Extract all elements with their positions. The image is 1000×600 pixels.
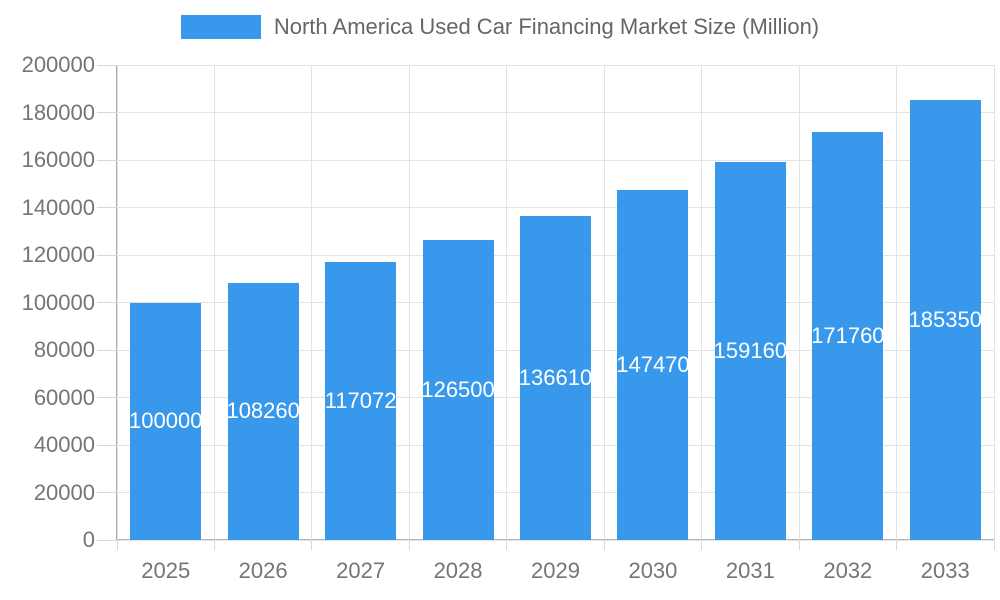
x-tick-mark xyxy=(408,540,410,550)
bar-value-label: 136610 xyxy=(520,364,591,390)
y-tick-mark xyxy=(97,254,117,256)
v-gridline xyxy=(896,65,898,540)
y-tick-label-20000: 20000 xyxy=(33,479,95,505)
x-tick-label-2027: 2027 xyxy=(336,558,386,583)
plot-area: 100000 108260 117072 126500 136610 147470 1591… xyxy=(97,64,995,550)
bar-2029[interactable]: 136610 xyxy=(520,215,591,540)
v-gridline xyxy=(311,65,313,540)
x-tick-label-2030: 2030 xyxy=(628,558,678,583)
v-gridline xyxy=(798,65,800,540)
bar-value-label: 171760 xyxy=(812,323,884,349)
legend[interactable]: North America Used Car Financing Market … xyxy=(0,14,1000,40)
x-tick-label-2031: 2031 xyxy=(725,558,775,583)
bar-value-label: 100000 xyxy=(130,408,202,434)
legend-swatch-icon xyxy=(180,15,261,39)
h-gridline xyxy=(117,539,994,541)
y-tick-mark xyxy=(97,207,117,208)
y-tick-label-80000: 80000 xyxy=(33,337,95,362)
y-tick-mark xyxy=(97,159,117,161)
y-tick-label-140000: 140000 xyxy=(21,194,95,220)
y-tick-mark xyxy=(97,349,117,351)
x-tick-mark xyxy=(506,540,508,550)
x-tick-mark xyxy=(896,540,898,550)
bar-value-label: 185350 xyxy=(909,306,981,332)
bar-2028[interactable]: 126500 xyxy=(422,239,494,540)
x-tick-mark xyxy=(993,540,995,550)
y-tick-label-40000: 40000 xyxy=(33,432,95,457)
y-tick-mark xyxy=(97,397,117,398)
bar-value-label: 117072 xyxy=(325,387,397,413)
y-tick-mark xyxy=(97,302,117,303)
y-tick-label-200000: 200000 xyxy=(21,52,95,77)
v-gridline xyxy=(701,65,703,540)
bar-2032[interactable]: 171760 xyxy=(812,132,884,540)
x-tick-label-2028: 2028 xyxy=(433,558,483,583)
y-tick-label-0: 0 xyxy=(82,527,95,552)
legend-label: North America Used Car Financing Market … xyxy=(273,14,820,39)
bar-2025[interactable]: 100000 xyxy=(130,302,202,540)
y-tick-mark xyxy=(97,492,117,493)
x-tick-mark xyxy=(311,540,313,550)
h-gridline xyxy=(117,207,994,208)
y-tick-mark xyxy=(97,444,117,446)
y-tick-mark xyxy=(97,539,117,541)
bar-value-label: 147470 xyxy=(617,351,689,377)
h-gridline xyxy=(117,112,994,113)
v-gridline xyxy=(213,65,215,540)
h-gridline xyxy=(117,159,994,161)
bar-2026[interactable]: 108260 xyxy=(227,282,299,540)
bar-value-label: 159160 xyxy=(714,338,786,363)
y-tick-mark xyxy=(97,112,117,113)
x-tick-label-2026: 2026 xyxy=(238,558,288,583)
bar-value-label: 108260 xyxy=(227,398,299,424)
bar-2030[interactable]: 147470 xyxy=(617,189,689,540)
v-gridline xyxy=(408,65,410,540)
y-tick-label-180000: 180000 xyxy=(21,99,95,125)
y-tick-label-100000: 100000 xyxy=(21,289,95,315)
v-gridline xyxy=(993,65,995,540)
x-tick-label-2025: 2025 xyxy=(141,558,191,583)
x-tick-label-2033: 2033 xyxy=(920,558,970,583)
x-tick-mark xyxy=(701,540,703,550)
y-tick-label-160000: 160000 xyxy=(21,147,95,172)
x-tick-label-2032: 2032 xyxy=(823,558,873,583)
x-tick-mark xyxy=(116,540,118,550)
x-tick-mark xyxy=(603,540,605,550)
y-tick-label-120000: 120000 xyxy=(21,242,95,267)
bar-2033[interactable]: 185350 xyxy=(909,99,981,540)
x-tick-label-2029: 2029 xyxy=(531,558,580,583)
x-tick-mark xyxy=(213,540,215,550)
v-gridline xyxy=(116,65,118,540)
x-tick-mark xyxy=(798,540,800,550)
y-tick-mark xyxy=(97,64,117,66)
v-gridline xyxy=(506,65,508,540)
bar-2031[interactable]: 159160 xyxy=(714,162,786,540)
bar-2027[interactable]: 117072 xyxy=(325,261,397,540)
h-gridline xyxy=(117,64,994,66)
y-tick-label-60000: 60000 xyxy=(33,384,95,410)
v-gridline xyxy=(603,65,605,540)
bar-value-label: 126500 xyxy=(422,376,494,402)
